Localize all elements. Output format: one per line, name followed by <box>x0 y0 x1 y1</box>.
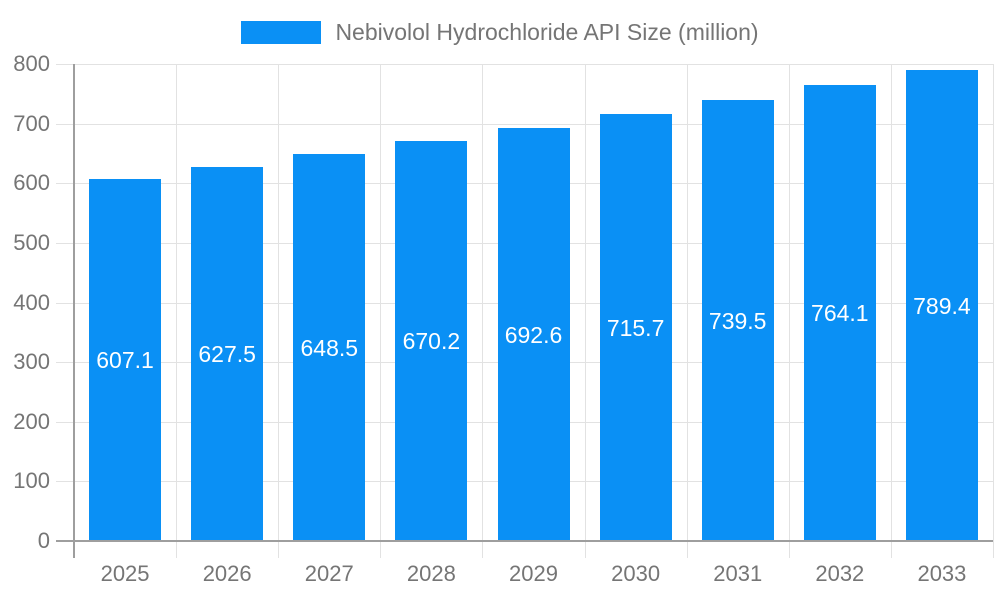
x-tick-label: 2026 <box>202 561 252 586</box>
gridline-v <box>890 64 892 558</box>
y-tick-label: 100 <box>13 468 50 494</box>
gridline-v <box>482 64 484 558</box>
bar-value-label: 627.5 <box>198 340 256 367</box>
bar-value-label: 648.5 <box>300 334 359 361</box>
bar[interactable] <box>293 154 366 541</box>
bar[interactable] <box>191 166 264 541</box>
y-axis-line <box>73 64 75 558</box>
gridline-h <box>56 123 993 125</box>
y-tick-label: 400 <box>13 289 50 315</box>
y-tick-label: 300 <box>13 349 50 375</box>
gridline-v <box>278 64 280 558</box>
bar[interactable] <box>599 114 672 541</box>
x-axis-line <box>56 540 993 542</box>
y-tick-label: 500 <box>13 229 50 255</box>
x-tick-label: 2031 <box>713 561 763 586</box>
bar[interactable] <box>803 85 876 541</box>
gridline-v <box>584 64 586 558</box>
legend[interactable]: Nebivolol Hydrochloride API Size (millio… <box>0 19 1000 46</box>
gridline-v <box>686 64 688 558</box>
bar-value-label: 764.1 <box>811 300 869 327</box>
legend-swatch <box>241 21 322 44</box>
gridline-v <box>993 64 994 558</box>
bar-value-label: 789.4 <box>913 292 971 319</box>
x-tick-label: 2027 <box>304 561 354 586</box>
bar-value-label: 739.5 <box>708 307 767 334</box>
gridline-v <box>380 64 382 558</box>
x-tick-label: 2025 <box>100 561 150 586</box>
y-tick-label: 700 <box>13 110 50 136</box>
plot-area: 0 100 200 300 400 500 600 700 800 607.1 2025 627.5 2… <box>13 53 994 585</box>
y-tick-label: 0 <box>37 528 50 553</box>
bar-value-label: 715.7 <box>606 314 665 341</box>
x-tick-label: 2032 <box>815 561 865 586</box>
y-tick-label: 200 <box>13 408 50 434</box>
x-tick-label: 2030 <box>611 561 661 586</box>
x-tick-label: 2028 <box>406 561 456 586</box>
gridline-v <box>176 64 178 558</box>
y-tick-label: 800 <box>13 51 50 76</box>
bar-value-label: 670.2 <box>402 328 461 355</box>
gridline-h <box>56 64 993 65</box>
bar-value-label: 607.1 <box>96 347 154 373</box>
bar[interactable] <box>89 179 162 541</box>
y-tick-label: 600 <box>13 170 50 196</box>
bar[interactable] <box>497 128 570 541</box>
bar[interactable] <box>701 100 774 541</box>
x-tick-label: 2033 <box>917 561 967 586</box>
bar-value-label: 692.6 <box>504 321 563 348</box>
x-tick-label: 2029 <box>509 561 558 586</box>
bar[interactable] <box>905 70 978 541</box>
bar[interactable] <box>395 141 468 541</box>
legend-label: Nebivolol Hydrochloride API Size (millio… <box>335 19 759 45</box>
gridline-v <box>788 64 790 558</box>
